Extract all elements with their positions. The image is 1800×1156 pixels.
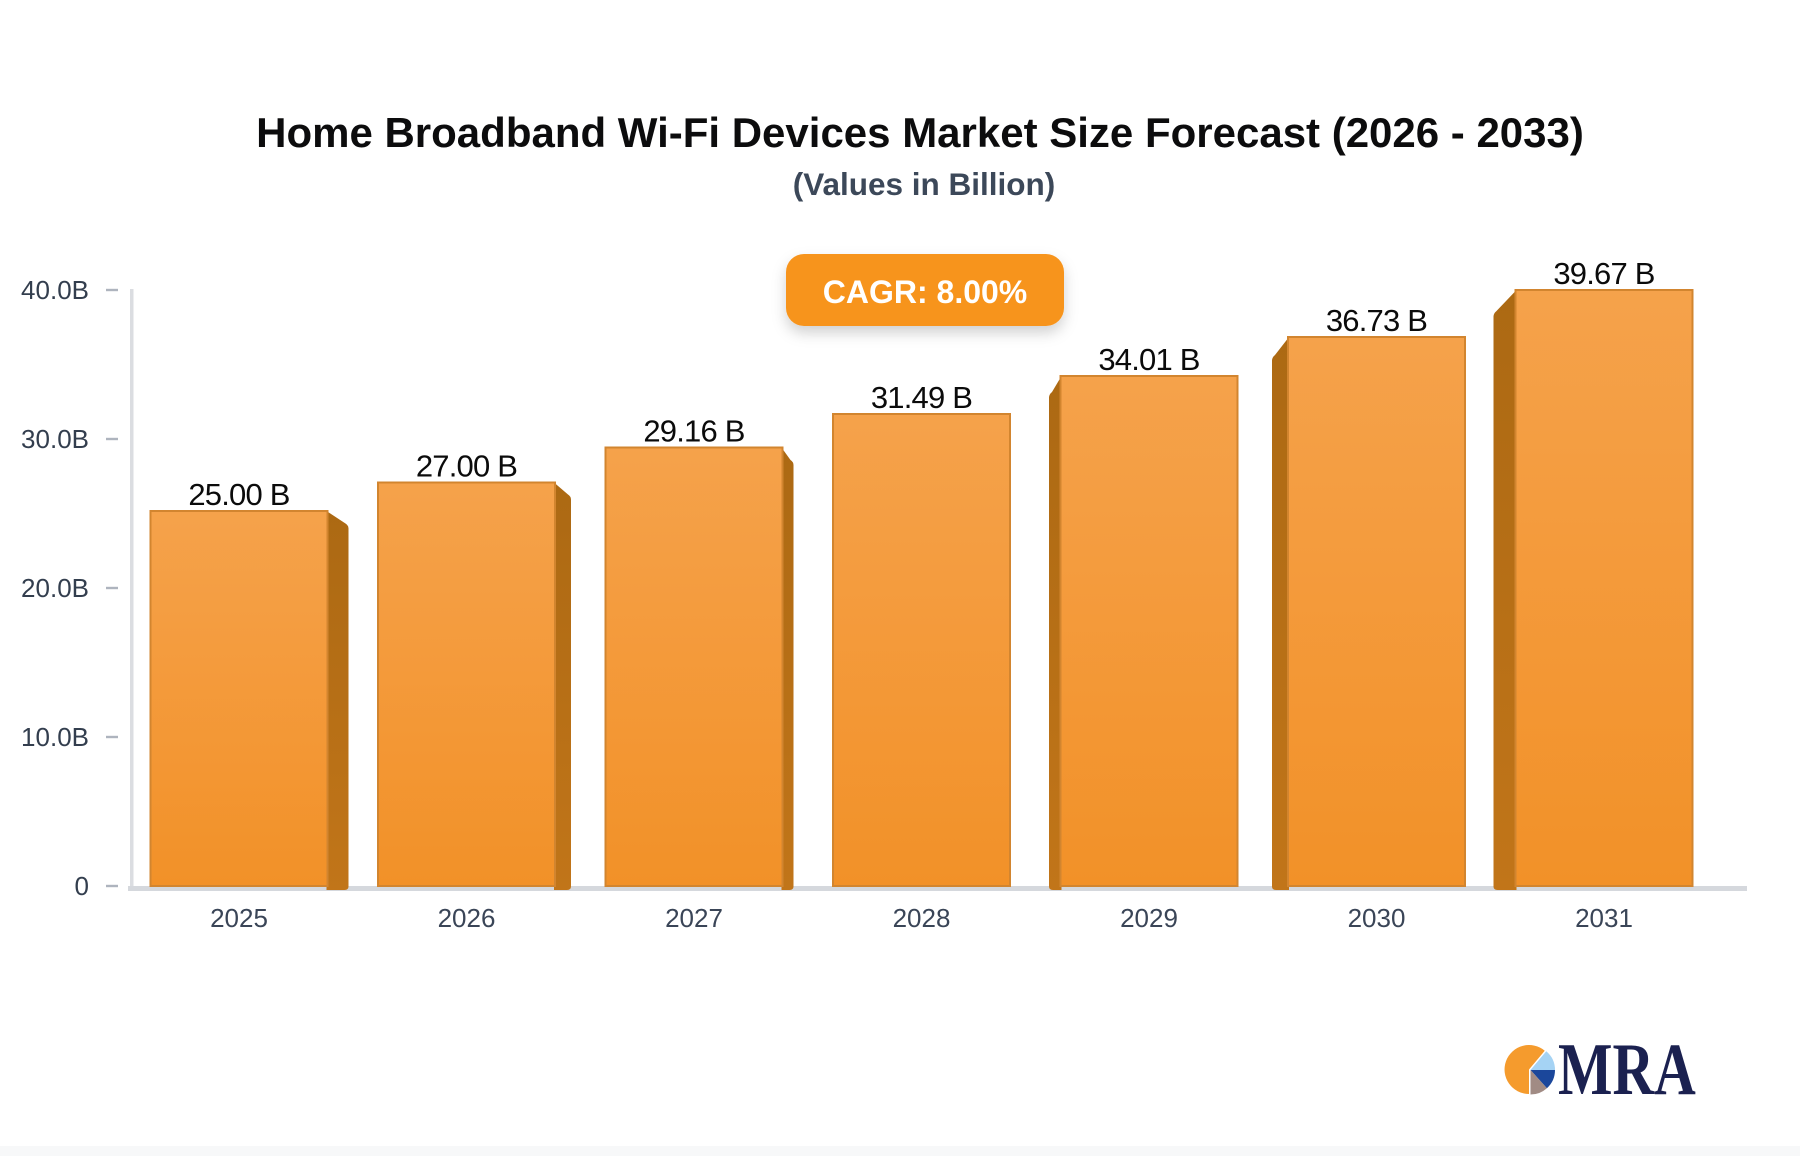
svg-text:20.0B: 20.0B xyxy=(21,573,89,603)
svg-text:29.16 B: 29.16 B xyxy=(643,414,744,449)
svg-text:2029: 2029 xyxy=(1120,903,1178,933)
svg-text:30.0B: 30.0B xyxy=(21,424,89,454)
svg-text:39.67 B: 39.67 B xyxy=(1553,256,1654,291)
svg-text:27.00 B: 27.00 B xyxy=(416,449,517,484)
svg-text:2025: 2025 xyxy=(210,903,268,933)
svg-text:2030: 2030 xyxy=(1348,903,1406,933)
svg-text:2028: 2028 xyxy=(893,903,951,933)
svg-text:CAGR: 8.00%: CAGR: 8.00% xyxy=(823,274,1028,310)
svg-text:25.00 B: 25.00 B xyxy=(188,477,289,512)
svg-text:40.0B: 40.0B xyxy=(21,275,89,305)
svg-text:36.73 B: 36.73 B xyxy=(1326,303,1427,338)
svg-text:Home Broadband Wi-Fi Devices M: Home Broadband Wi-Fi Devices Market Size… xyxy=(256,109,1584,156)
svg-text:2027: 2027 xyxy=(665,903,723,933)
svg-text:34.01 B: 34.01 B xyxy=(1098,342,1199,377)
svg-text:0: 0 xyxy=(75,871,89,901)
svg-text:2031: 2031 xyxy=(1575,903,1633,933)
svg-text:MRA: MRA xyxy=(1558,1029,1696,1110)
svg-text:31.49 B: 31.49 B xyxy=(871,380,972,415)
svg-text:2026: 2026 xyxy=(438,903,496,933)
svg-text:(Values in Billion): (Values in Billion) xyxy=(793,166,1056,202)
svg-text:10.0B: 10.0B xyxy=(21,722,89,752)
